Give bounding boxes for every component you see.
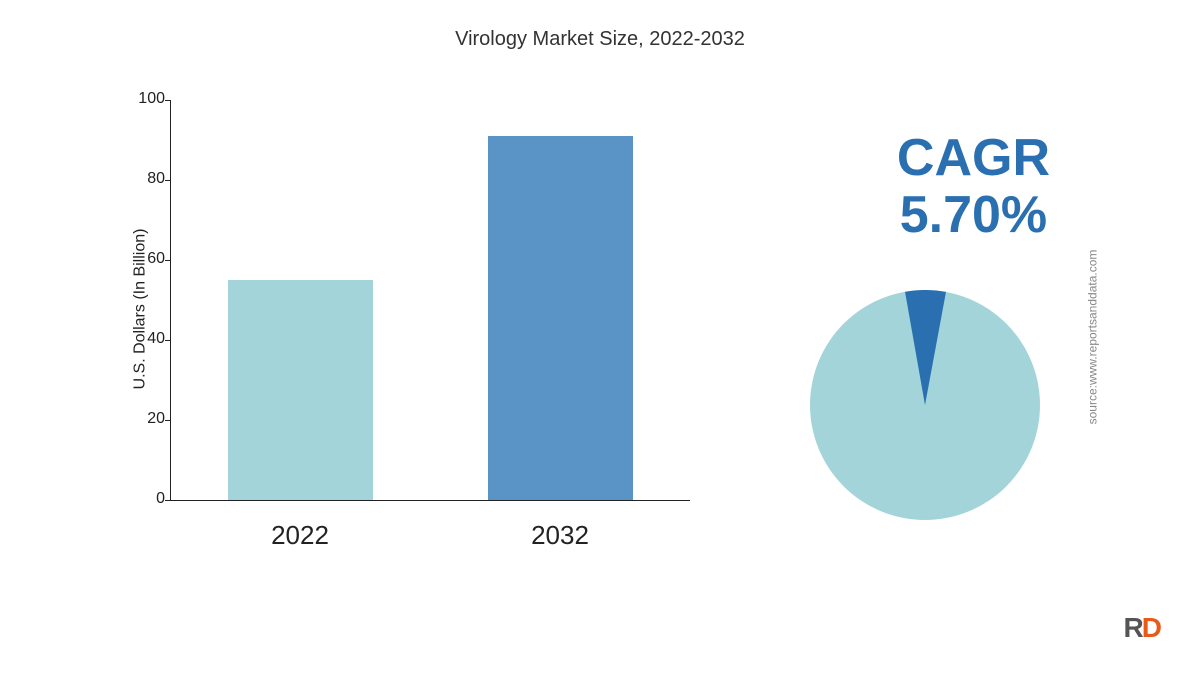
y-tick-mark — [165, 260, 170, 261]
x-axis-label: 2022 — [260, 520, 340, 551]
chart-title: Virology Market Size, 2022-2032 — [0, 28, 1200, 51]
y-tick-mark — [165, 180, 170, 181]
pie-chart — [810, 290, 1040, 520]
y-tick-label: 80 — [130, 170, 165, 188]
logo: RD — [1124, 612, 1160, 644]
y-tick-label: 20 — [130, 410, 165, 428]
bar — [228, 280, 373, 500]
y-tick-mark — [165, 500, 170, 501]
y-tick-mark — [165, 340, 170, 341]
y-tick-label: 60 — [130, 250, 165, 268]
y-tick-mark — [165, 420, 170, 421]
logo-r: R — [1124, 612, 1142, 643]
source-attribution: source:www.reportsanddata.com — [1086, 250, 1100, 425]
y-tick-label: 100 — [130, 90, 165, 108]
logo-d: D — [1142, 612, 1160, 643]
cagr-label: CAGR — [897, 130, 1050, 187]
y-axis-line — [170, 100, 171, 500]
cagr-value: 5.70% — [897, 187, 1050, 244]
bar-chart: U.S. Dollars (In Billion) 020406080100 2… — [130, 100, 690, 540]
bar — [488, 136, 633, 500]
cagr-text: CAGR 5.70% — [897, 130, 1050, 244]
y-tick-label: 0 — [130, 490, 165, 508]
x-axis-line — [170, 500, 690, 501]
x-axis-label: 2032 — [520, 520, 600, 551]
y-tick-label: 40 — [130, 330, 165, 348]
y-tick-mark — [165, 100, 170, 101]
